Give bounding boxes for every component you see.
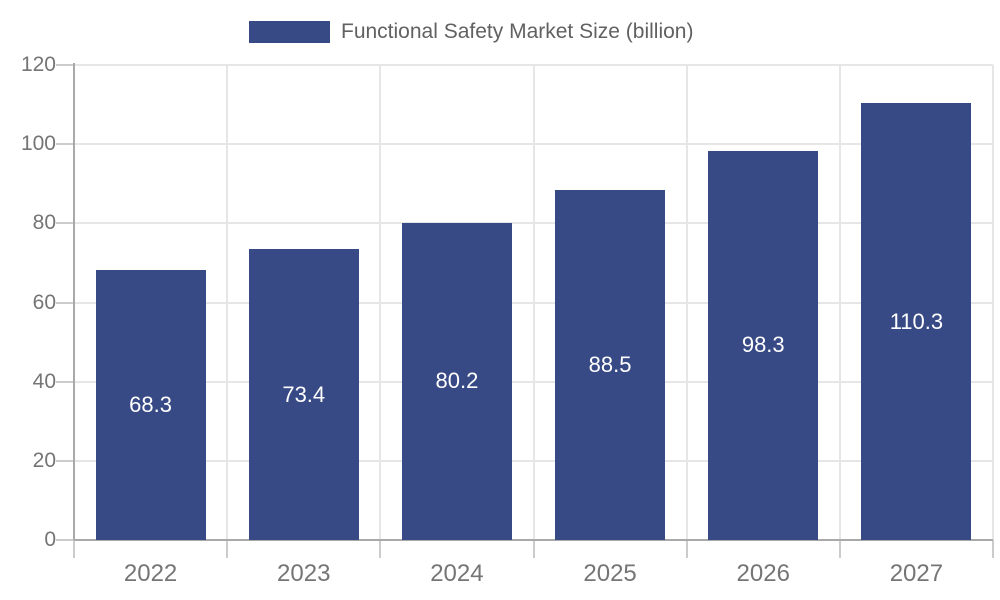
y-axis-tick-label: 0 bbox=[44, 528, 56, 551]
x-axis-tick bbox=[685, 540, 688, 558]
y-axis-tick bbox=[56, 143, 74, 146]
bar-2026[interactable] bbox=[708, 150, 819, 540]
y-axis-tick-label: 120 bbox=[20, 53, 56, 76]
v-gridline bbox=[685, 65, 688, 540]
y-axis-tick bbox=[56, 64, 74, 66]
y-axis-tick bbox=[56, 380, 74, 383]
bar-2025[interactable] bbox=[555, 189, 666, 540]
y-axis-tick-label: 60 bbox=[32, 290, 56, 314]
x-axis-tick bbox=[992, 540, 994, 558]
bar-2024[interactable] bbox=[401, 222, 512, 540]
x-axis-tick-label: 2023 bbox=[277, 560, 331, 587]
y-axis-tick-label: 20 bbox=[32, 448, 56, 472]
x-axis-tick bbox=[73, 540, 75, 558]
x-axis-tick-label: 2024 bbox=[430, 560, 484, 587]
bar-2027[interactable] bbox=[861, 103, 972, 540]
x-axis-tick-label: 2026 bbox=[736, 560, 790, 587]
y-axis-tick bbox=[56, 539, 74, 541]
x-axis-tick bbox=[379, 540, 382, 558]
y-axis-tick-label: 40 bbox=[32, 369, 56, 393]
y-axis-line bbox=[73, 63, 75, 540]
bar-value-label: 73.4 bbox=[282, 381, 326, 407]
y-axis-tick-label: 100 bbox=[20, 132, 56, 156]
y-axis-tick bbox=[56, 301, 74, 304]
x-axis-line bbox=[74, 539, 993, 541]
y-axis-tick bbox=[56, 459, 74, 462]
y-axis-tick-label: 80 bbox=[32, 211, 56, 235]
v-gridline bbox=[226, 65, 229, 540]
bar-2023[interactable] bbox=[248, 249, 359, 540]
bar-2022[interactable] bbox=[95, 269, 206, 540]
x-axis-tick bbox=[226, 540, 229, 558]
bar-value-label: 110.3 bbox=[889, 308, 944, 334]
v-gridline bbox=[532, 65, 535, 540]
x-axis-tick bbox=[532, 540, 535, 558]
bar-value-label: 80.2 bbox=[435, 368, 479, 394]
bar-value-label: 88.5 bbox=[588, 351, 632, 377]
x-axis-tick-label: 2025 bbox=[583, 560, 637, 587]
x-axis-tick bbox=[838, 540, 841, 558]
bar-value-label: 68.3 bbox=[129, 391, 172, 417]
v-gridline bbox=[992, 65, 994, 540]
legend-item[interactable]: Functional Safety Market Size (billion) bbox=[249, 18, 693, 46]
v-gridline bbox=[379, 65, 382, 540]
bar-value-label: 98.3 bbox=[741, 332, 785, 358]
legend-label: Functional Safety Market Size (billion) bbox=[341, 20, 694, 43]
y-axis-tick bbox=[56, 222, 74, 225]
legend-swatch bbox=[249, 21, 330, 43]
x-axis-tick-label: 2027 bbox=[889, 560, 944, 587]
v-gridline bbox=[838, 65, 841, 540]
x-axis-tick-label: 2022 bbox=[123, 560, 178, 587]
